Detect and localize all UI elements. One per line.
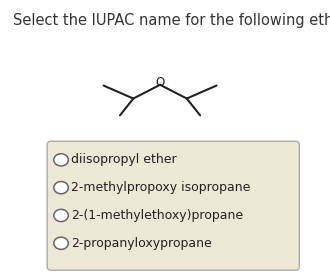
Text: O: O	[155, 76, 165, 88]
Text: diisopropyl ether: diisopropyl ether	[71, 153, 177, 166]
Text: Select the IUPAC name for the following ether.: Select the IUPAC name for the following …	[13, 13, 330, 28]
FancyBboxPatch shape	[47, 141, 299, 270]
Circle shape	[54, 237, 68, 249]
Text: 2-methylpropoxy isopropane: 2-methylpropoxy isopropane	[71, 181, 250, 194]
Text: 2-(1-methylethoxy)propane: 2-(1-methylethoxy)propane	[71, 209, 243, 222]
Circle shape	[54, 209, 68, 222]
Circle shape	[54, 154, 68, 166]
Circle shape	[54, 182, 68, 194]
Text: 2-propanyloxypropane: 2-propanyloxypropane	[71, 237, 212, 250]
